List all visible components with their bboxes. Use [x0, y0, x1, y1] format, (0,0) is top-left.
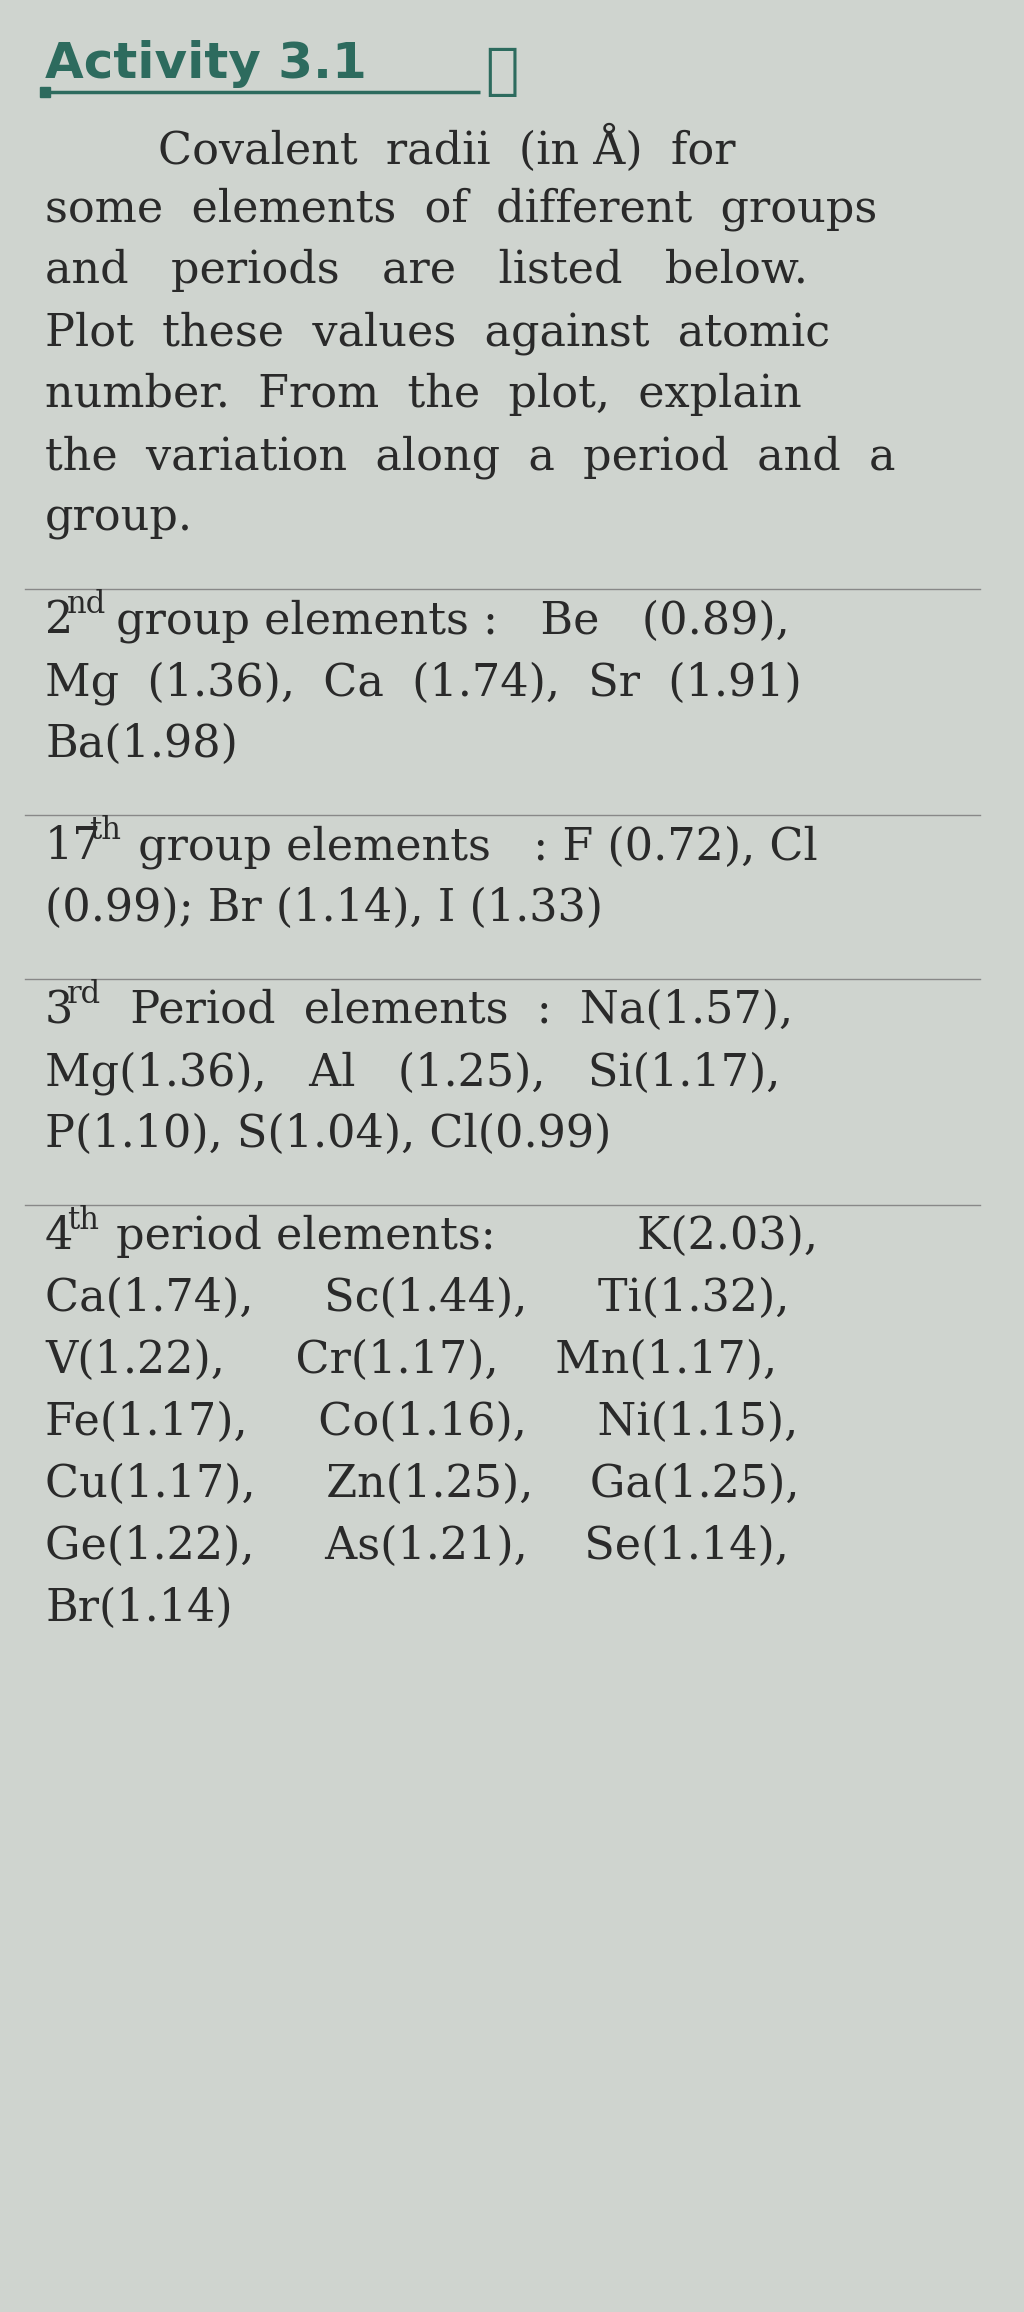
- Text: 4: 4: [45, 1216, 74, 1258]
- Text: the  variation  along  a  period  and  a: the variation along a period and a: [45, 435, 896, 479]
- Text: (0.99); Br (1.14), I (1.33): (0.99); Br (1.14), I (1.33): [45, 888, 603, 929]
- Text: Cu(1.17),     Zn(1.25),    Ga(1.25),: Cu(1.17), Zn(1.25), Ga(1.25),: [45, 1463, 800, 1505]
- Text: Plot  these  values  against  atomic: Plot these values against atomic: [45, 312, 830, 354]
- Text: group.: group.: [45, 497, 193, 541]
- Text: P(1.10), S(1.04), Cl(0.99): P(1.10), S(1.04), Cl(0.99): [45, 1112, 611, 1156]
- Text: Ba(1.98): Ba(1.98): [45, 724, 238, 765]
- Text: Mg(1.36),   Al   (1.25),   Si(1.17),: Mg(1.36), Al (1.25), Si(1.17),: [45, 1052, 780, 1094]
- Text: period elements:          K(2.03),: period elements: K(2.03),: [102, 1216, 818, 1258]
- Text: 3: 3: [45, 990, 74, 1031]
- Text: ⛹: ⛹: [485, 44, 518, 99]
- Text: th: th: [89, 816, 121, 846]
- Text: Activity 3.1: Activity 3.1: [45, 39, 367, 88]
- Text: Fe(1.17),     Co(1.16),     Ni(1.15),: Fe(1.17), Co(1.16), Ni(1.15),: [45, 1401, 799, 1445]
- Text: Ge(1.22),     As(1.21),    Se(1.14),: Ge(1.22), As(1.21), Se(1.14),: [45, 1526, 788, 1568]
- Text: Period  elements  :  Na(1.57),: Period elements : Na(1.57),: [102, 990, 794, 1031]
- Text: rd: rd: [67, 978, 101, 1010]
- Text: number.  From  the  plot,  explain: number. From the plot, explain: [45, 372, 802, 416]
- Text: Br(1.14): Br(1.14): [45, 1586, 232, 1630]
- Text: and   periods   are   listed   below.: and periods are listed below.: [45, 250, 808, 291]
- Text: 2: 2: [45, 599, 74, 643]
- Text: th: th: [67, 1205, 99, 1237]
- Text: Mg  (1.36),  Ca  (1.74),  Sr  (1.91): Mg (1.36), Ca (1.74), Sr (1.91): [45, 661, 802, 705]
- Text: some  elements  of  different  groups: some elements of different groups: [45, 187, 878, 231]
- Text: group elements :   Be   (0.89),: group elements : Be (0.89),: [102, 599, 790, 643]
- Text: nd: nd: [67, 590, 106, 620]
- Text: 17: 17: [45, 825, 101, 869]
- Text: group elements   : F (0.72), Cl: group elements : F (0.72), Cl: [124, 825, 818, 869]
- Text: V(1.22),     Cr(1.17),    Mn(1.17),: V(1.22), Cr(1.17), Mn(1.17),: [45, 1339, 777, 1383]
- Text: Ca(1.74),     Sc(1.44),     Ti(1.32),: Ca(1.74), Sc(1.44), Ti(1.32),: [45, 1276, 790, 1320]
- Text: Covalent  radii  (in Å)  for: Covalent radii (in Å) for: [45, 125, 735, 173]
